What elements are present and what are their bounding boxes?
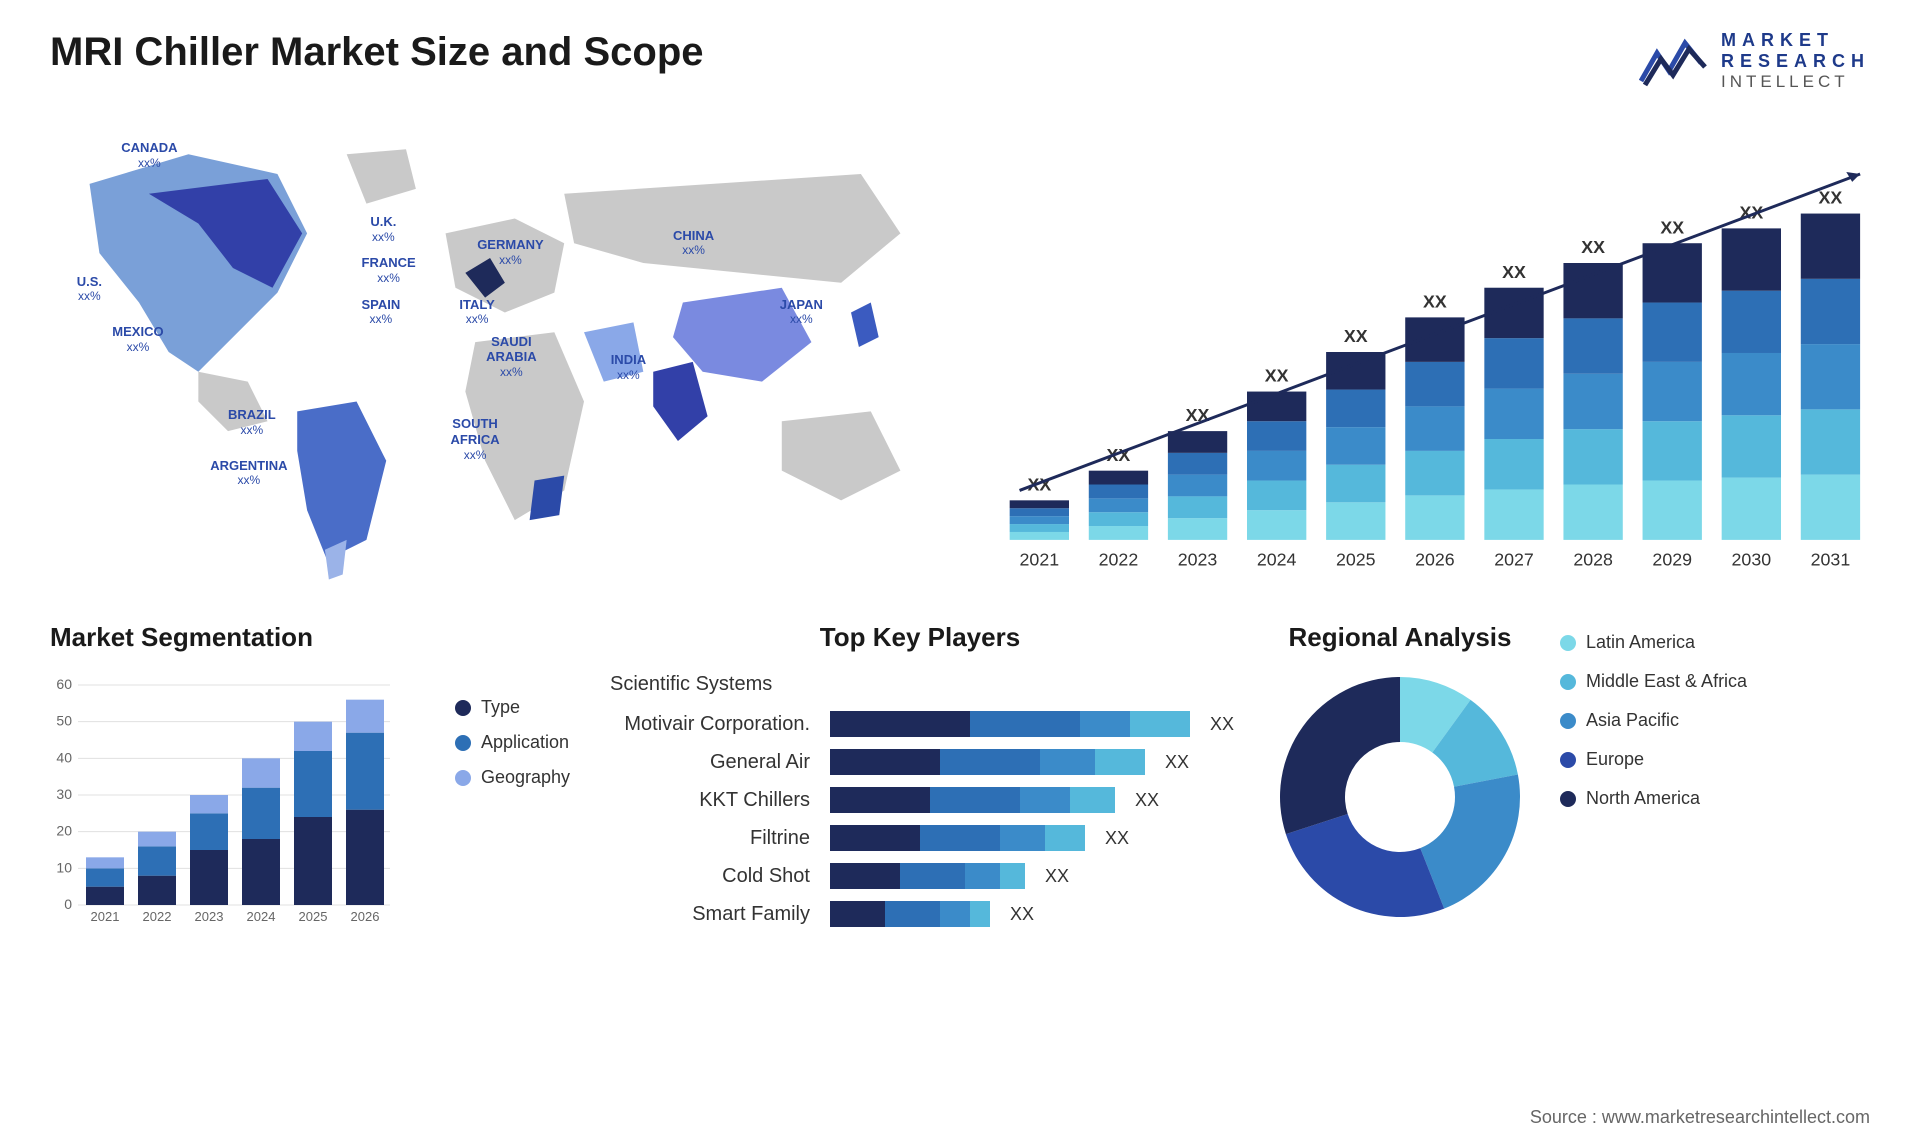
- svg-text:2021: 2021: [91, 909, 120, 924]
- brand-logo: MARKET RESEARCH INTELLECT: [1639, 30, 1870, 92]
- svg-text:XX: XX: [1660, 217, 1684, 237]
- map-label: CANADAxx%: [121, 140, 177, 170]
- svg-text:50: 50: [56, 713, 72, 729]
- legend-item: North America: [1560, 788, 1747, 809]
- svg-text:2023: 2023: [195, 909, 224, 924]
- svg-text:XX: XX: [1344, 326, 1368, 346]
- map-label: U.S.xx%: [77, 274, 102, 304]
- legend-item: Geography: [455, 767, 570, 788]
- map-label: ITALYxx%: [459, 297, 494, 327]
- svg-text:2024: 2024: [1257, 550, 1297, 570]
- player-row: Smart FamilyXX: [600, 895, 1240, 933]
- page-title: MRI Chiller Market Size and Scope: [50, 30, 704, 75]
- player-row: FiltrineXX: [600, 819, 1240, 857]
- svg-text:40: 40: [56, 749, 72, 765]
- svg-text:XX: XX: [1819, 188, 1843, 208]
- svg-text:30: 30: [56, 786, 72, 802]
- segmentation-legend: Type Application Geography: [455, 667, 570, 932]
- map-label: SPAINxx%: [362, 297, 401, 327]
- map-label: SAUDIARABIAxx%: [486, 334, 537, 380]
- svg-text:2022: 2022: [143, 909, 172, 924]
- svg-text:10: 10: [56, 859, 72, 875]
- map-label: SOUTHAFRICAxx%: [451, 416, 500, 462]
- map-label: FRANCExx%: [362, 255, 416, 285]
- map-label: JAPANxx%: [780, 297, 823, 327]
- logo-line1: MARKET: [1721, 30, 1870, 51]
- map-label: BRAZILxx%: [228, 407, 276, 437]
- segmentation-title: Market Segmentation: [50, 622, 570, 653]
- svg-text:2025: 2025: [299, 909, 328, 924]
- segmentation-chart: 0 10 20 30 40 50 60 2021 2022 2023 2024 2025 2026: [50, 667, 435, 932]
- map-label: GERMANYxx%: [477, 237, 543, 267]
- legend-item: Europe: [1560, 749, 1747, 770]
- map-label: CHINAxx%: [673, 228, 714, 258]
- logo-line3: INTELLECT: [1721, 72, 1870, 92]
- regional-donut: [1270, 667, 1530, 927]
- source-text: Source : www.marketresearchintellect.com: [1530, 1107, 1870, 1128]
- map-label: U.K.xx%: [370, 214, 396, 244]
- player-row: KKT ChillersXX: [600, 781, 1240, 819]
- svg-text:2030: 2030: [1732, 550, 1772, 570]
- svg-text:2022: 2022: [1099, 550, 1139, 570]
- svg-text:XX: XX: [1502, 262, 1526, 282]
- svg-text:2031: 2031: [1811, 550, 1851, 570]
- svg-text:2027: 2027: [1494, 550, 1534, 570]
- svg-text:XX: XX: [1423, 292, 1447, 312]
- logo-line2: RESEARCH: [1721, 51, 1870, 72]
- svg-text:2029: 2029: [1652, 550, 1692, 570]
- map-label: INDIAxx%: [611, 352, 646, 382]
- players-title: Top Key Players: [600, 622, 1240, 653]
- forecast-chart: XX 2021 XX 2022 XX 2023 XX 2024 XX 2025 XX 2026 XX 20…: [980, 122, 1870, 582]
- svg-text:20: 20: [56, 823, 72, 839]
- legend-item: Type: [455, 697, 570, 718]
- svg-text:2021: 2021: [1020, 550, 1060, 570]
- svg-text:2028: 2028: [1573, 550, 1613, 570]
- legend-item: Application: [455, 732, 570, 753]
- player-row: General AirXX: [600, 743, 1240, 781]
- svg-text:2026: 2026: [351, 909, 380, 924]
- world-map: CANADAxx% U.S.xx% MEXICOxx% BRAZILxx% ARGENT…: [50, 122, 940, 582]
- svg-text:0: 0: [64, 896, 72, 912]
- map-label: MEXICOxx%: [112, 324, 163, 354]
- players-chart: Scientific SystemsMotivair Corporation.X…: [600, 667, 1240, 933]
- svg-text:60: 60: [56, 676, 72, 692]
- svg-text:XX: XX: [1581, 237, 1605, 257]
- svg-text:XX: XX: [1265, 366, 1289, 386]
- regional-title: Regional Analysis: [1270, 622, 1530, 653]
- map-label: ARGENTINAxx%: [210, 458, 287, 488]
- legend-item: Latin America: [1560, 632, 1747, 653]
- legend-item: Asia Pacific: [1560, 710, 1747, 731]
- svg-text:2025: 2025: [1336, 550, 1376, 570]
- player-row: Motivair Corporation.XX: [600, 705, 1240, 743]
- logo-icon: [1639, 33, 1709, 89]
- player-row: Cold ShotXX: [600, 857, 1240, 895]
- svg-text:2024: 2024: [247, 909, 276, 924]
- legend-item: Middle East & Africa: [1560, 671, 1747, 692]
- svg-text:2023: 2023: [1178, 550, 1218, 570]
- regional-legend: Latin America Middle East & Africa Asia Pa…: [1560, 622, 1747, 933]
- svg-text:2026: 2026: [1415, 550, 1455, 570]
